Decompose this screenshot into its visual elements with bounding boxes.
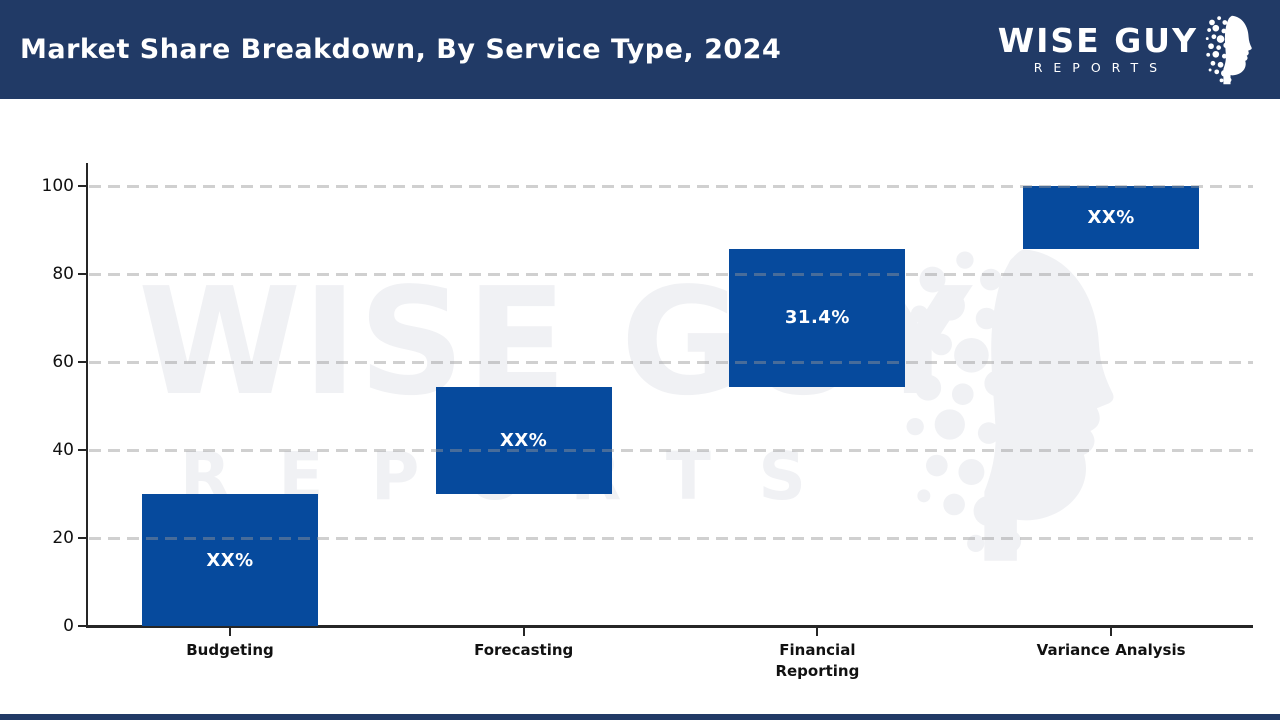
gridline [89,537,1253,540]
bar-value-label: 31.4% [784,307,850,329]
bar: XX% [1023,186,1200,249]
y-tick-label: 100 [41,176,74,196]
gridline [89,185,1253,188]
bar: XX% [435,387,612,494]
x-tick-label: Variance Analysis [1036,641,1186,659]
bar: XX% [142,494,318,626]
page-title: Market Share Breakdown, By Service Type,… [20,34,782,65]
y-tick-mark [78,537,87,539]
x-tick-mark [1110,628,1113,636]
bar-value-label: XX% [500,430,548,452]
gridline [89,361,1253,364]
x-tick-mark [816,628,819,636]
bar: 31.4% [729,248,906,388]
logo-wordmark-sub: REPORTS [1033,60,1169,75]
footer-strip [0,714,1280,720]
y-tick-mark [78,185,87,187]
y-tick-label: 80 [52,264,74,284]
bar-value-label: XX% [1087,206,1135,228]
logo-wordmark-main: WISE GUY [997,21,1198,60]
y-tick-mark [78,625,87,627]
gridline [89,449,1253,452]
x-tick-label: Forecasting [474,641,574,659]
y-tick-label: 60 [52,352,74,372]
header: Market Share Breakdown, By Service Type,… [0,0,1280,99]
y-tick-label: 0 [63,616,74,636]
x-tick-label: Budgeting [186,641,274,659]
x-axis-line [86,625,1253,628]
logo-wordmark: WISE GUY REPORTS [998,24,1198,75]
y-axis-line [86,163,88,628]
bar-value-label: XX% [206,549,254,571]
x-tick-mark [522,628,525,636]
y-tick-mark [78,449,87,451]
y-tick-label: 20 [52,528,74,548]
y-tick-mark [78,273,87,275]
x-tick-mark [229,628,231,636]
gridline [89,273,1253,276]
y-tick-mark [78,361,87,363]
y-tick-label: 40 [52,440,74,460]
x-tick-label: Financial Reporting [775,641,860,680]
wise-guy-logo: WISE GUY REPORTS [998,12,1262,88]
